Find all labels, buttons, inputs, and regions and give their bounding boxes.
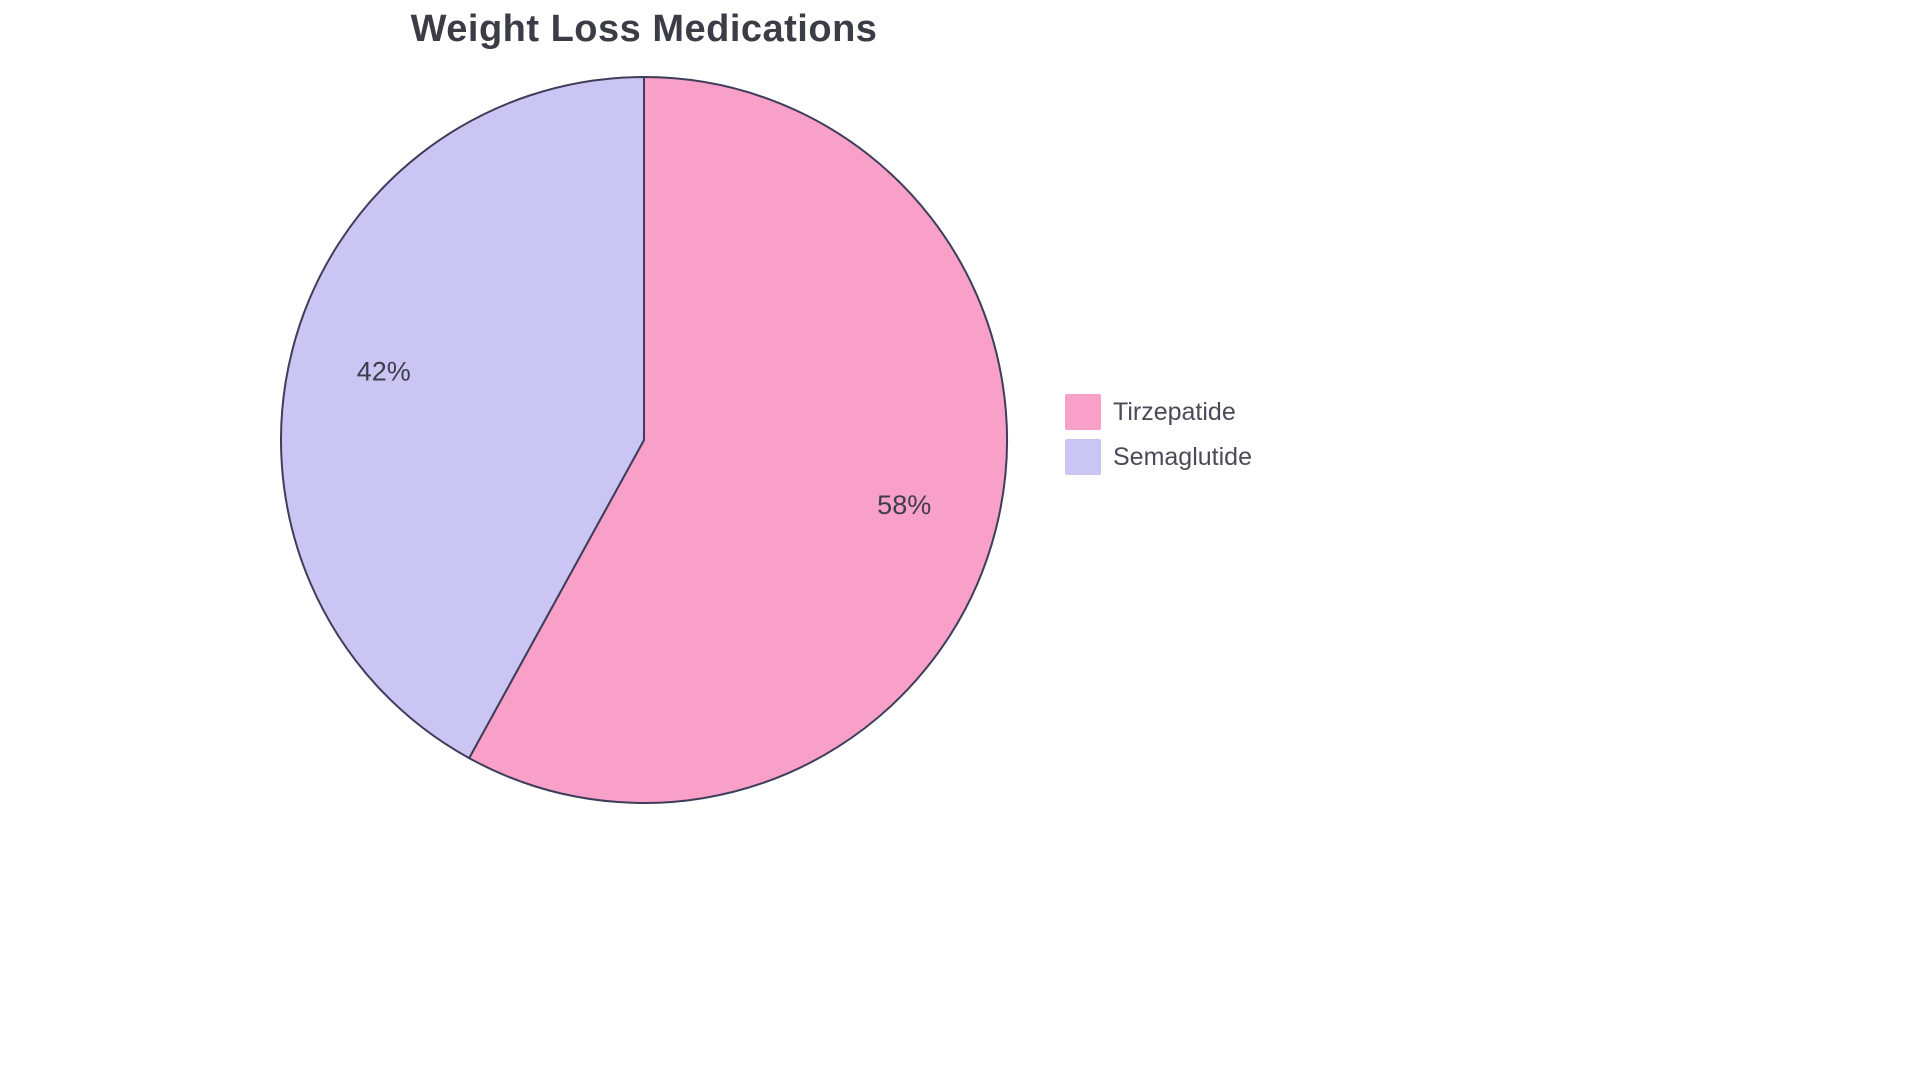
legend-label-semaglutide: Semaglutide: [1113, 442, 1252, 471]
legend-item-tirzepatide: Tirzepatide: [1065, 394, 1252, 430]
slice-percent-label: 58%: [877, 490, 931, 520]
pie-slice-tirzepatide: [468, 76, 1008, 804]
chart-title: Weight Loss Medications: [410, 8, 878, 50]
legend-swatch-tirzepatide: [1065, 394, 1101, 430]
pie-slice-semaglutide: [280, 76, 645, 760]
slice-percent-label: 42%: [357, 356, 411, 386]
legend: Tirzepatide Semaglutide: [1065, 394, 1252, 475]
legend-item-semaglutide: Semaglutide: [1065, 439, 1252, 475]
legend-label-tirzepatide: Tirzepatide: [1113, 397, 1236, 426]
legend-swatch-semaglutide: [1065, 439, 1101, 475]
pie-chart: 58% 42%: [280, 76, 1008, 804]
